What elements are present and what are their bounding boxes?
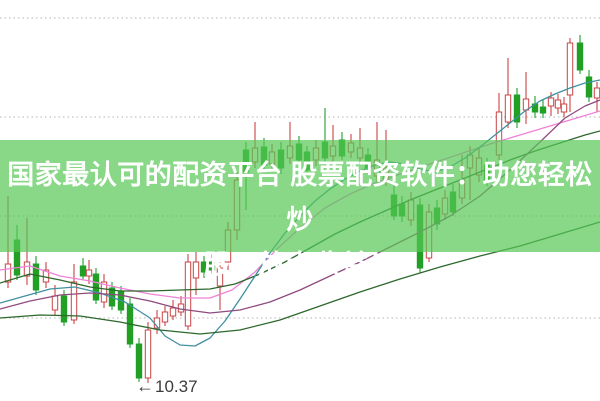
candle-up (100, 281, 108, 303)
candle-down (539, 106, 547, 114)
candle-up (192, 261, 200, 279)
candle-up (566, 42, 574, 96)
candle-up (51, 295, 59, 311)
candle-down (208, 261, 216, 271)
candle-down (576, 42, 584, 71)
candle-up (504, 94, 512, 123)
candle-up (554, 99, 562, 109)
candle-up (70, 281, 78, 321)
banner-headline-line2: 股，放大收益！ (203, 250, 397, 280)
banner-headline: 国家最认可的配资平台 股票配资软件：助您轻松炒 股，放大收益！ (0, 153, 600, 288)
candle-up (547, 97, 555, 107)
candle-up (184, 261, 192, 327)
candle-up (216, 267, 224, 287)
low-price-value: 10.37 (155, 376, 198, 396)
candle-down (60, 295, 68, 323)
candle-up (593, 87, 600, 99)
candle-down (200, 261, 208, 273)
candle-down (585, 76, 593, 98)
promo-banner: 国家最认可的配资平台 股票配资软件：助您轻松炒 股，放大收益！ (0, 140, 600, 280)
candle-down (135, 343, 143, 379)
left-arrow-icon: ← (136, 376, 154, 396)
banner-headline-line1: 国家最认可的配资平台 股票配资软件：助您轻松炒 (7, 160, 593, 235)
candle-up (144, 329, 152, 379)
candle-up (4, 263, 12, 283)
candle-up (560, 103, 568, 113)
candle-up (169, 307, 177, 317)
candle-down (32, 263, 40, 291)
candle-down (79, 265, 87, 277)
low-price-annotation: ← 10.37 (136, 376, 198, 397)
candle-up (85, 269, 93, 277)
candle-up (23, 261, 31, 277)
candle-up (177, 303, 185, 313)
candle-down (513, 94, 521, 123)
candle-up (161, 311, 169, 323)
